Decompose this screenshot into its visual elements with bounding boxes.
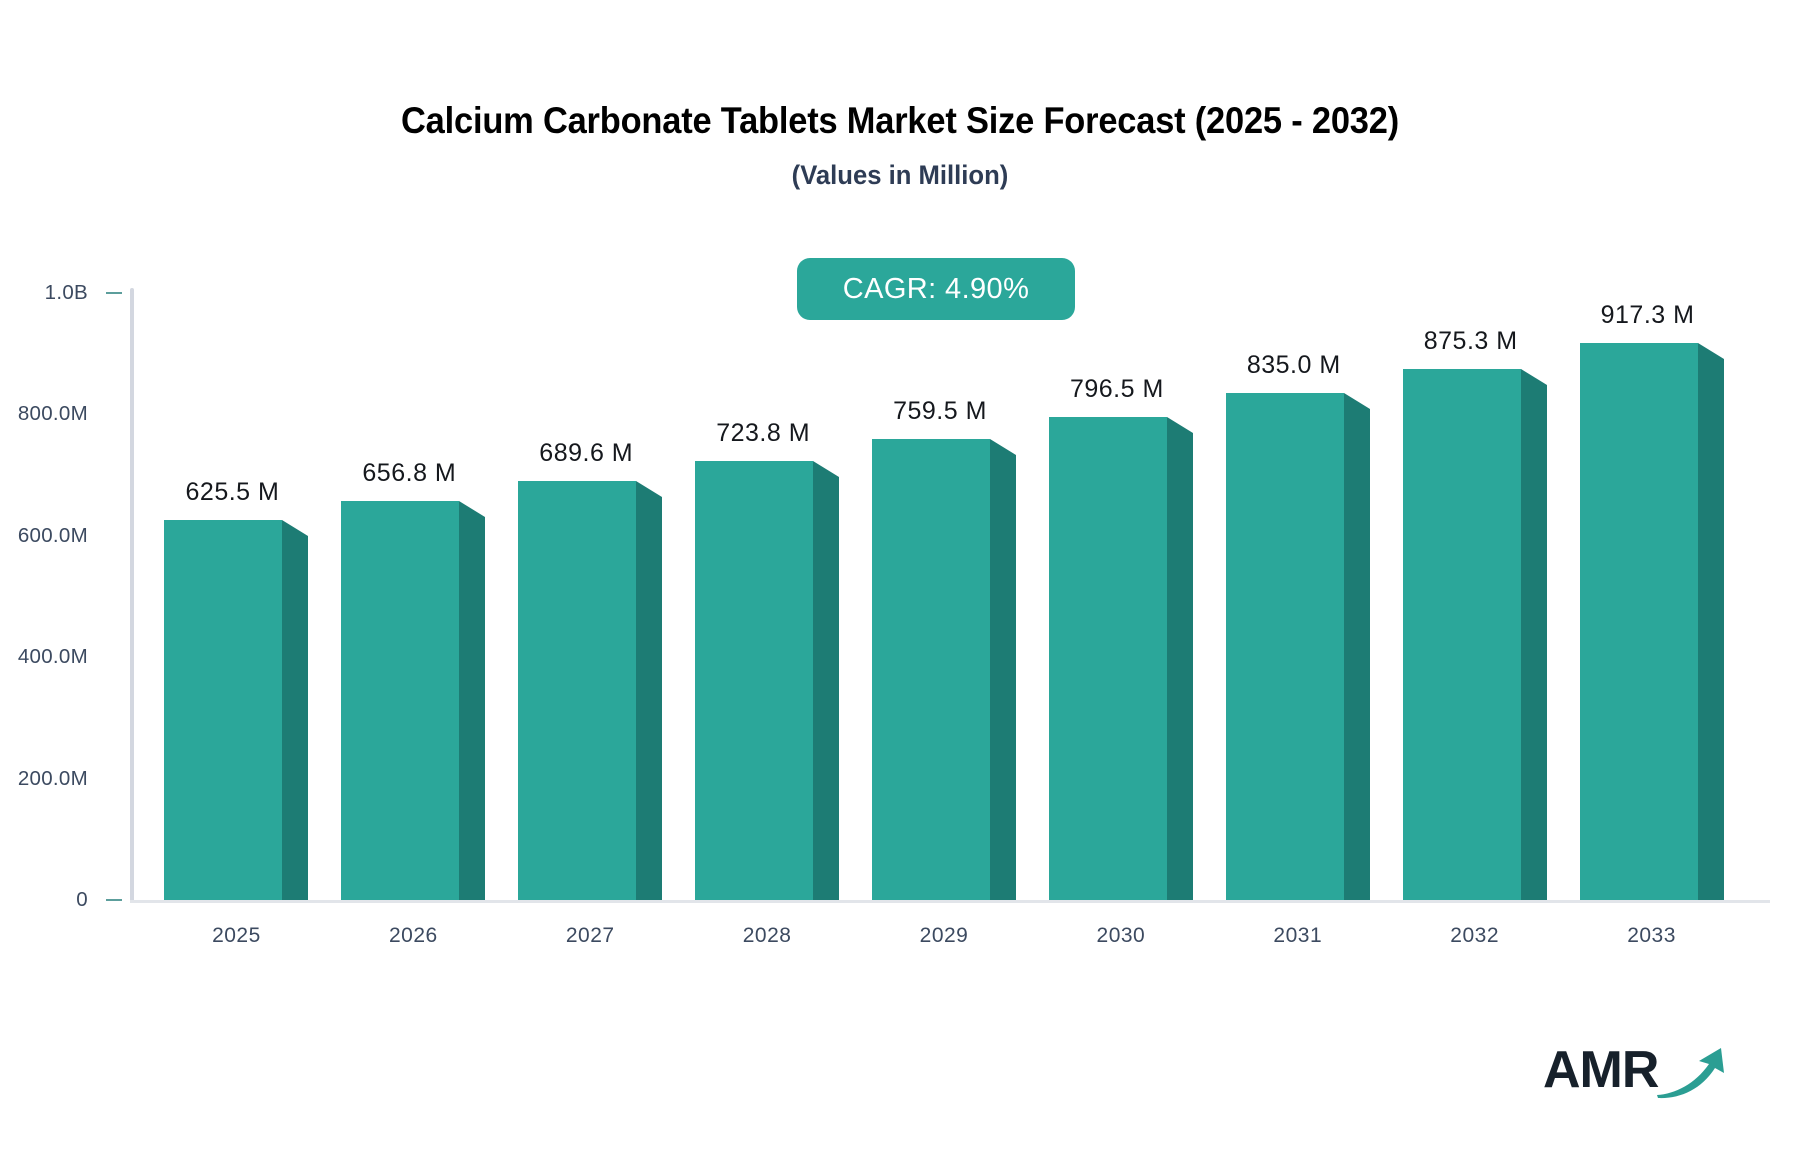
- bar-front-face: [341, 501, 460, 900]
- bar-front-face: [695, 460, 814, 900]
- bar-side-face: [282, 536, 309, 900]
- bar: 835.0 M: [1225, 351, 1370, 900]
- bar-value-label: 796.5 M: [1069, 374, 1164, 403]
- bar-side-face: [1520, 384, 1547, 900]
- bar-top-face: [1166, 416, 1193, 443]
- bar: 625.5 M: [164, 478, 309, 900]
- bar-front-face: [518, 481, 637, 900]
- bar: 689.6 M: [518, 439, 663, 900]
- cagr-badge-label: CAGR: 4.90%: [842, 272, 1030, 305]
- y-axis-tick-mark: [106, 292, 122, 294]
- y-axis-tick-label: 1.0B: [44, 281, 88, 304]
- chart-title: Calcium Carbonate Tablets Market Size Fo…: [401, 100, 1399, 141]
- bar-front-face: [1225, 393, 1344, 900]
- bar-side-face: [1166, 432, 1193, 900]
- bar-side-face: [459, 517, 486, 900]
- bar-top-face: [1343, 393, 1370, 420]
- x-axis-label: 2030: [1096, 924, 1146, 947]
- bar: 759.5 M: [872, 397, 1016, 900]
- y-axis-tick-label: 400.0M: [17, 645, 88, 669]
- bar-top-face: [282, 520, 309, 547]
- y-axis-tick-mark: [106, 899, 122, 901]
- bar-value-label: 689.6 M: [539, 439, 634, 468]
- bar-top-face: [1697, 343, 1724, 370]
- y-axis-tick-label: 600.0M: [17, 523, 88, 547]
- bar-top-face: [636, 481, 663, 508]
- x-axis-label: 2029: [919, 924, 969, 947]
- y-axis-tick-label: 200.0M: [17, 766, 88, 790]
- chart-subtitle: (Values in Million): [791, 160, 1009, 190]
- amr-logo: AMR: [1543, 1041, 1724, 1112]
- x-axis-label: 2025: [212, 924, 261, 947]
- x-axis-line: [130, 900, 1770, 903]
- cagr-badge: CAGR: 4.90%: [797, 258, 1075, 320]
- bar: 917.3 M: [1579, 301, 1724, 900]
- bar-side-face: [1343, 409, 1370, 900]
- bar-front-face: [872, 438, 990, 900]
- bar-top-face: [813, 460, 840, 487]
- bar-value-label: 875.3 M: [1423, 326, 1518, 355]
- bar-front-face: [1579, 343, 1698, 900]
- bar: 656.8 M: [341, 459, 486, 900]
- bar-value-label: 917.3 M: [1600, 301, 1695, 330]
- bar-front-face: [1402, 368, 1521, 900]
- x-axis-label: 2033: [1627, 924, 1676, 947]
- bar-value-label: 625.5 M: [185, 478, 280, 507]
- bar: 875.3 M: [1402, 327, 1547, 900]
- bar-front-face: [164, 520, 283, 900]
- bar-value-label: 723.8 M: [716, 418, 811, 447]
- bar-top-face: [459, 501, 486, 528]
- y-axis-tick-label: 800.0M: [17, 402, 88, 426]
- bar-side-face: [1697, 359, 1724, 900]
- y-axis-tick-label: 0: [76, 888, 88, 911]
- x-axis-label: 2028: [742, 924, 792, 947]
- bar-value-label: 656.8 M: [362, 459, 457, 488]
- x-axis-label: 2026: [388, 924, 438, 947]
- bar-value-label: 835.0 M: [1246, 351, 1341, 380]
- amr-logo-text: AMR: [1543, 1041, 1659, 1099]
- bar-front-face: [1048, 416, 1167, 900]
- bar: 723.8 M: [695, 419, 840, 900]
- bar-top-face: [1520, 368, 1547, 395]
- x-axis-label: 2027: [565, 924, 615, 947]
- bar-side-face: [636, 497, 663, 900]
- x-axis-label: 2032: [1450, 924, 1500, 947]
- trending-up-arrow-icon: [1657, 1048, 1724, 1099]
- bar-top-face: [990, 438, 1016, 465]
- bar-side-face: [990, 455, 1016, 900]
- y-axis-line: [130, 288, 134, 902]
- x-axis-label: 2031: [1273, 924, 1323, 947]
- bar-value-label: 759.5 M: [893, 396, 987, 425]
- bar: 796.5 M: [1048, 375, 1193, 900]
- bar-side-face: [813, 476, 840, 900]
